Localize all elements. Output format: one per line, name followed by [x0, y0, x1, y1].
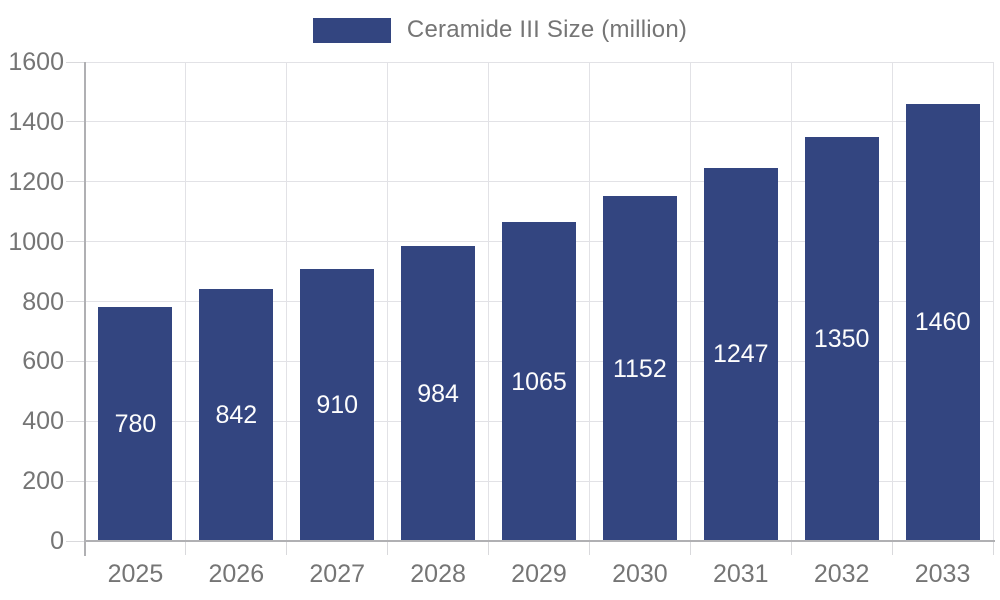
x-gridline: [992, 62, 994, 541]
y-axis-tick: [66, 540, 85, 542]
x-gridline: [286, 62, 288, 541]
x-axis-label: 2030: [612, 560, 668, 588]
x-gridline: [891, 62, 893, 541]
bar[interactable]: [703, 167, 778, 540]
x-axis-tick: [790, 541, 792, 555]
legend-label: Ceramide III Size (million): [406, 16, 688, 43]
y-gridline: [85, 181, 993, 183]
y-axis-tick: [66, 360, 85, 362]
y-axis-label: 600: [22, 347, 64, 376]
y-axis-label: 1400: [8, 107, 64, 136]
x-axis-line: [84, 540, 995, 542]
x-axis-tick: [689, 541, 691, 555]
y-axis-label: 1600: [8, 48, 64, 76]
x-axis-tick: [588, 541, 590, 555]
x-axis-tick: [387, 541, 389, 555]
y-axis-label: 0: [50, 527, 64, 555]
bar-value-label: 1350: [813, 324, 870, 353]
y-axis-line: [84, 62, 86, 556]
bar[interactable]: [98, 307, 173, 540]
bar[interactable]: [401, 246, 476, 540]
x-gridline: [689, 62, 691, 541]
bar[interactable]: [199, 288, 274, 540]
bar[interactable]: [804, 136, 879, 540]
y-axis-tick: [66, 480, 85, 482]
bar-value-label: 1065: [511, 367, 567, 396]
y-axis-tick: [66, 301, 85, 302]
x-axis-tick: [286, 541, 288, 555]
y-gridline: [85, 121, 993, 123]
bar[interactable]: [905, 103, 980, 540]
bar-value-label: 1460: [914, 308, 971, 337]
y-axis-label: 400: [22, 407, 64, 436]
x-axis-tick: [891, 541, 893, 555]
bar-value-label: 1152: [612, 354, 667, 383]
legend-swatch-icon: [312, 17, 391, 43]
y-axis-label: 1000: [8, 227, 64, 256]
x-axis-tick: [488, 541, 490, 555]
bar-value-label: 1247: [712, 340, 769, 369]
y-axis-label: 800: [22, 287, 64, 316]
y-axis-tick: [66, 181, 85, 183]
y-axis-label: 200: [22, 467, 64, 496]
x-axis-label: 2026: [208, 560, 265, 588]
x-axis-tick: [185, 541, 187, 555]
y-axis-label: 1200: [8, 167, 64, 196]
x-gridline: [488, 62, 490, 541]
legend[interactable]: Ceramide III Size (million): [0, 16, 1000, 44]
x-axis-label: 2031: [712, 560, 769, 588]
y-gridline: [85, 61, 993, 63]
bar-value-label: 910: [316, 390, 359, 419]
bar[interactable]: [602, 196, 677, 540]
bar-value-label: 984: [417, 379, 459, 408]
y-axis-tick: [66, 121, 85, 123]
x-axis-label: 2025: [107, 560, 164, 588]
x-gridline: [185, 62, 187, 541]
x-axis-label: 2028: [410, 560, 466, 588]
y-axis-tick: [66, 241, 85, 243]
bar[interactable]: [502, 222, 576, 540]
x-axis-label: 2027: [309, 560, 366, 588]
x-axis-label: 2032: [813, 560, 870, 588]
x-axis-label: 2029: [511, 560, 567, 588]
bar-value-label: 780: [114, 410, 157, 439]
bar[interactable]: [300, 268, 375, 540]
bar-value-label: 842: [215, 400, 258, 429]
x-axis-label: 2033: [914, 560, 971, 588]
x-gridline: [387, 62, 389, 541]
x-gridline: [790, 62, 792, 541]
y-axis-tick: [66, 420, 85, 422]
y-axis-tick: [66, 61, 85, 63]
x-axis-tick: [992, 541, 994, 555]
x-gridline: [588, 62, 590, 541]
